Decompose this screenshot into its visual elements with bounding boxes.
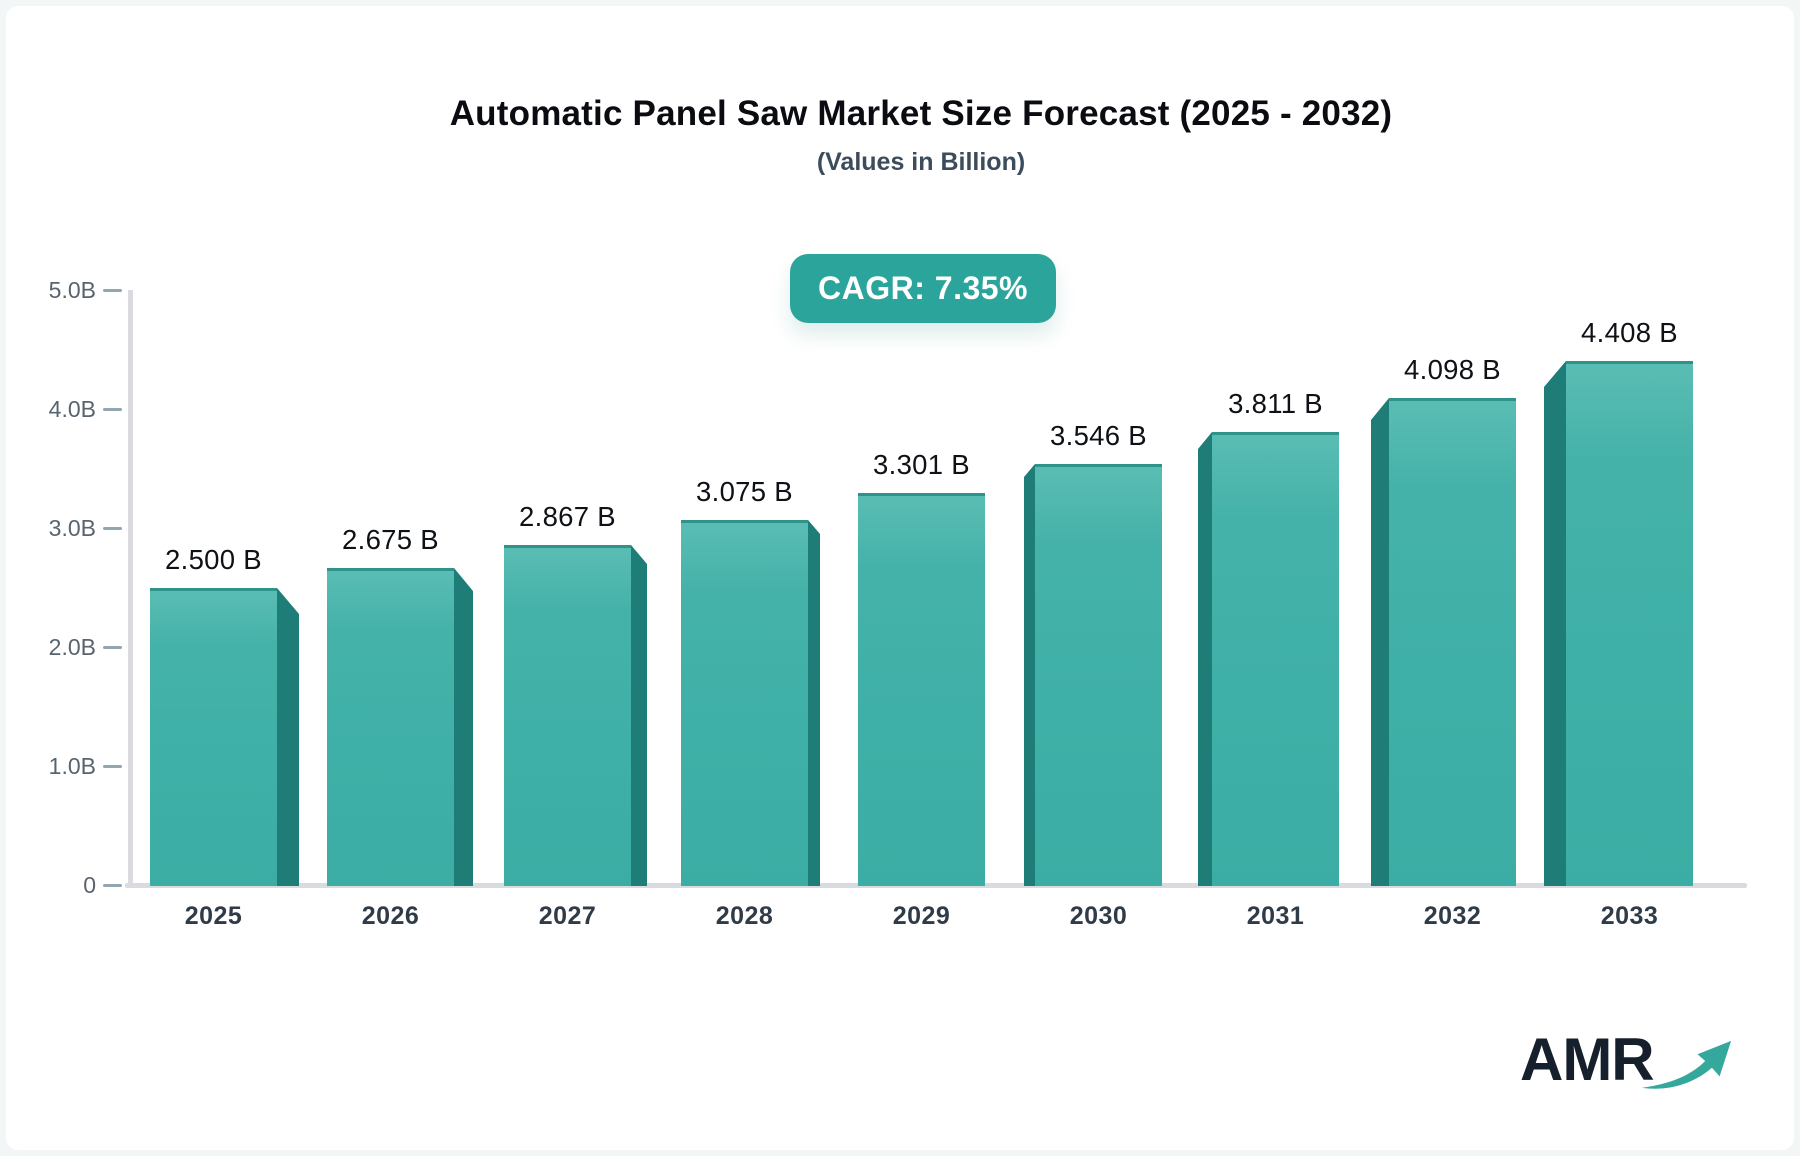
bar-value-label-2027: 2.867 B bbox=[519, 501, 616, 532]
bar-value-label-2029: 3.301 B bbox=[873, 449, 970, 480]
bar-3d-side-2032 bbox=[1371, 398, 1389, 886]
bar-value-label-2033: 4.408 B bbox=[1581, 317, 1678, 348]
bar-3d-side-2027 bbox=[631, 545, 647, 886]
bar-value-label-2028: 3.075 B bbox=[696, 476, 793, 507]
bar-2028 bbox=[681, 520, 808, 886]
bar-2031 bbox=[1212, 432, 1339, 886]
bar-3d-side-2026 bbox=[454, 568, 473, 886]
bar-2033 bbox=[1566, 361, 1693, 886]
bar-value-label-2030: 3.546 B bbox=[1050, 420, 1147, 451]
bar-2027 bbox=[504, 545, 631, 886]
bar-3d-side-2025 bbox=[277, 588, 299, 886]
bar-2032 bbox=[1389, 398, 1516, 886]
x-axis-label-2031: 2031 bbox=[1246, 902, 1305, 930]
bar-3d-side-2033 bbox=[1544, 361, 1566, 886]
y-axis-tick bbox=[103, 408, 122, 411]
x-axis-label-2025: 2025 bbox=[184, 902, 243, 930]
bar-3d-side-2028 bbox=[808, 520, 820, 886]
amr-logo-text: AMR bbox=[1520, 1026, 1655, 1093]
bar-value-label-2025: 2.500 B bbox=[165, 544, 262, 575]
y-axis-tick-label: 1.0B bbox=[48, 753, 96, 779]
y-axis-tick-label: 2.0B bbox=[48, 634, 96, 660]
bar-2029 bbox=[858, 493, 985, 886]
x-axis-label-2030: 2030 bbox=[1069, 902, 1128, 930]
chart-subtitle: (Values in Billion) bbox=[816, 148, 1026, 176]
x-axis-label-2029: 2029 bbox=[892, 902, 951, 930]
y-axis-tick bbox=[103, 527, 122, 530]
y-axis-tick-label: 0 bbox=[83, 872, 96, 898]
x-axis-label-2027: 2027 bbox=[538, 902, 597, 930]
bar-value-label-2031: 3.811 B bbox=[1228, 388, 1323, 419]
y-axis-tick-label: 4.0B bbox=[48, 396, 96, 422]
bar-2025 bbox=[150, 588, 277, 886]
x-axis-label-2028: 2028 bbox=[715, 902, 774, 930]
growth-arrow-icon bbox=[1641, 1040, 1731, 1089]
x-axis-label-2032: 2032 bbox=[1423, 902, 1482, 930]
bar-3d-side-2031 bbox=[1198, 432, 1212, 886]
amr-logo: AMR bbox=[1520, 1030, 1734, 1100]
x-axis-label-2033: 2033 bbox=[1600, 902, 1659, 930]
bar-value-label-2032: 4.098 B bbox=[1404, 354, 1501, 385]
y-axis-tick bbox=[103, 289, 122, 292]
cagr-badge: CAGR: 7.35% bbox=[790, 254, 1056, 323]
y-axis-tick bbox=[103, 765, 122, 768]
bar-2026 bbox=[327, 568, 454, 886]
bar-3d-side-2030 bbox=[1024, 464, 1035, 886]
y-axis-tick bbox=[103, 884, 122, 887]
y-axis-tick bbox=[103, 646, 122, 649]
cagr-badge-label: CAGR: 7.35% bbox=[818, 270, 1028, 306]
x-axis-label-2026: 2026 bbox=[361, 902, 420, 930]
plot-area: 2.500 B 2.675 B 2.867 B 3.075 B 3.301 B 3.546… bbox=[131, 291, 1745, 886]
bar-2030 bbox=[1035, 464, 1162, 886]
y-axis-tick-label: 5.0B bbox=[48, 277, 96, 303]
chart-title: Automatic Panel Saw Market Size Forecast… bbox=[449, 94, 1393, 133]
bar-value-label-2026: 2.675 B bbox=[342, 524, 439, 555]
y-axis-line bbox=[128, 290, 133, 887]
y-axis-tick-label: 3.0B bbox=[48, 515, 96, 541]
